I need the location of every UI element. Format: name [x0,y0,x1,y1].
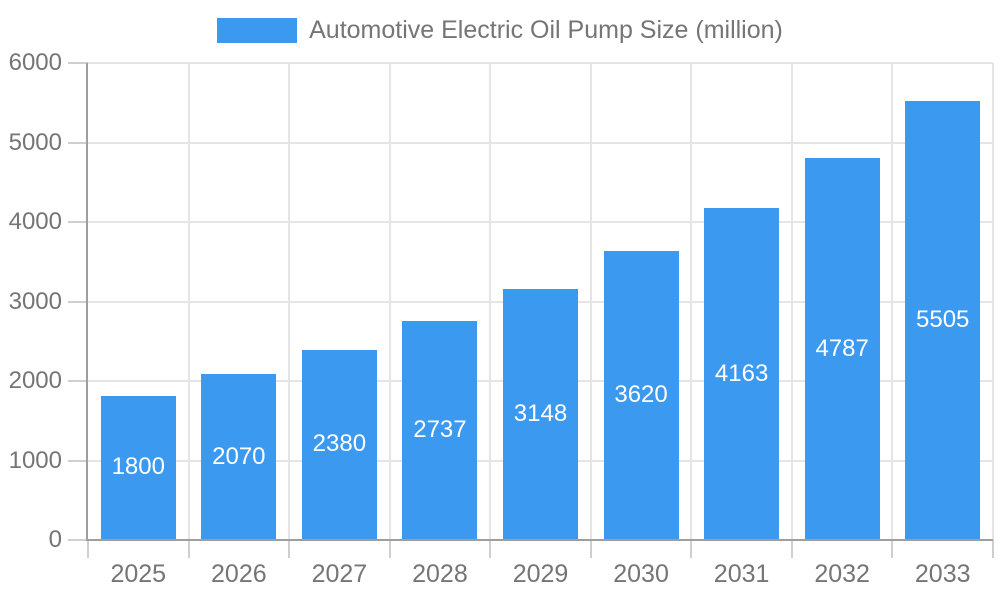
y-tick-label: 1000 [8,446,62,474]
y-tick-label: 5000 [8,128,62,156]
bar[interactable]: 4163 [704,208,780,539]
y-axis-tick [68,141,88,144]
y-tick-label: 0 [48,526,62,553]
bar-value-label: 4163 [714,359,769,387]
bar[interactable]: 5505 [905,101,981,539]
x-axis-line [88,539,993,541]
x-tick-label: 2031 [713,560,770,588]
v-gridline [388,63,391,540]
v-gridline [489,63,492,540]
legend-swatch-icon [217,17,298,43]
bar-value-label: 1800 [111,453,165,481]
bar[interactable]: 1800 [100,395,176,539]
y-axis-tick [68,221,88,223]
bar-value-label: 2380 [312,430,367,458]
x-tick-label: 2032 [814,560,870,588]
bar-value-label: 4787 [815,334,869,362]
x-axis-tick [87,540,89,558]
v-gridline [288,63,291,540]
bar-value-label: 2737 [413,416,467,444]
x-axis-tick [388,540,391,558]
x-axis-tick [288,540,291,558]
bar[interactable]: 2380 [301,349,377,539]
v-gridline [891,63,894,540]
x-tick-label: 2026 [211,560,267,588]
y-axis-tick [68,380,88,382]
x-tick-label: 2025 [110,560,167,588]
x-axis-tick [589,540,592,558]
x-axis-tick [992,540,994,558]
x-tick-label: 2027 [311,560,368,588]
x-tick-label: 2033 [914,560,971,588]
y-axis-tick [68,300,88,303]
bar[interactable]: 2737 [402,321,478,539]
y-tick-label: 2000 [8,367,62,394]
bar[interactable]: 2070 [201,374,277,539]
y-tick-label: 3000 [8,287,62,315]
x-axis-tick [690,540,693,558]
y-axis-line [86,63,88,541]
bar-value-label: 3148 [513,399,568,427]
h-gridline [88,221,993,223]
v-gridline [992,63,994,540]
x-axis-tick [187,540,190,558]
x-tick-label: 2028 [412,560,468,588]
y-axis-tick [68,539,88,541]
v-gridline [690,63,693,540]
v-gridline [790,63,793,540]
legend-label: Automotive Electric Oil Pump Size (milli… [309,16,783,44]
x-axis-tick [790,540,793,558]
bar[interactable]: 4787 [804,158,880,539]
h-gridline [88,141,993,144]
legend[interactable]: Automotive Electric Oil Pump Size (milli… [0,16,1000,44]
v-gridline [187,63,190,540]
x-axis-tick [489,540,492,558]
v-gridline [589,63,592,540]
x-tick-label: 2029 [512,560,569,588]
bar-value-label: 5505 [916,306,970,334]
bar-value-label: 3620 [614,381,668,409]
y-tick-label: 4000 [8,208,62,235]
h-gridline [88,62,993,64]
bar[interactable]: 3620 [603,251,679,539]
y-tick-label: 6000 [8,49,62,76]
y-axis-tick [68,62,88,64]
x-tick-label: 2030 [613,560,669,588]
y-axis-tick [68,459,88,462]
bar[interactable]: 3148 [503,288,578,539]
x-axis-tick [891,540,894,558]
bar-value-label: 2070 [212,442,266,470]
